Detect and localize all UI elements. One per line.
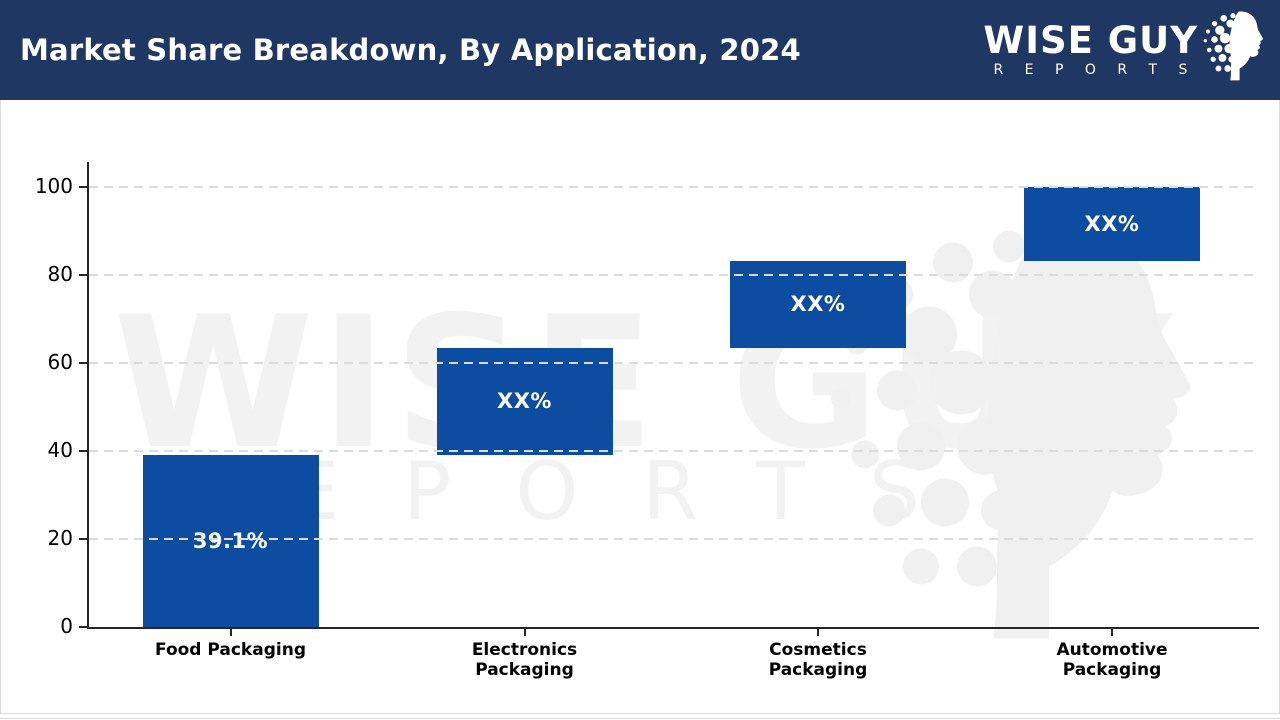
bar-value-label: 39.1%: [192, 528, 269, 553]
x-tick-mark: [229, 629, 232, 636]
bar-value-label: XX%: [790, 292, 846, 317]
logo-wordmark: WISE GUY: [983, 19, 1198, 62]
y-tick-mark: [79, 362, 87, 364]
logo-text: WISE GUY R E P O R T S: [983, 22, 1198, 78]
x-axis-label-line: Automotive: [1056, 640, 1168, 660]
x-axis-line: [87, 627, 1259, 629]
page-bottom-border: [0, 718, 1280, 719]
y-tick-label: 40: [47, 438, 73, 462]
x-axis-label: Electronics Packaging: [442, 640, 607, 680]
wiseguy-logo: WISE GUY R E P O R T S: [983, 9, 1266, 91]
logo-subtext: R E P O R T S: [993, 62, 1196, 78]
x-axis-label-line: Packaging: [768, 660, 868, 681]
bar-value-label: XX%: [1084, 212, 1140, 237]
dotted-head-icon: [1203, 11, 1263, 81]
x-axis-label-line: Electronics: [471, 640, 578, 660]
bar: 39.1%: [142, 454, 319, 627]
gridline: [89, 362, 1257, 364]
y-tick-label: 100: [34, 174, 73, 198]
bar: XX%: [436, 347, 613, 455]
y-tick-label: 20: [47, 526, 73, 550]
x-axis-label-line: Cosmetics: [769, 640, 867, 660]
y-tick-mark: [79, 450, 87, 452]
x-axis-label-line: Packaging: [1062, 660, 1162, 681]
x-axis-label: Cosmetics Packaging: [736, 640, 901, 680]
y-tick-label: 60: [47, 350, 73, 374]
y-tick-mark: [79, 626, 87, 628]
gridline: [89, 274, 1257, 276]
x-tick-mark: [817, 629, 819, 636]
y-tick-label: 80: [47, 262, 73, 286]
y-tick-mark: [79, 538, 87, 540]
y-tick-mark: [79, 274, 87, 276]
x-tick-mark: [1111, 629, 1113, 636]
header: Market Share Breakdown, By Application, …: [0, 0, 1280, 100]
x-tick-mark: [523, 629, 526, 636]
gridline: [89, 186, 1257, 188]
x-axis-label: Automotive Packaging: [1030, 640, 1195, 680]
y-tick-mark: [79, 186, 87, 188]
y-axis-line: [87, 162, 89, 629]
x-axis-label-line: Food Packaging: [155, 640, 306, 660]
x-axis-label: Food Packaging: [148, 640, 313, 660]
gridline: [89, 538, 1257, 540]
plot-area: 0 20 40 60 80 100 39.1% Food Packaging XX% Electr…: [1, 100, 1279, 713]
page-title: Market Share Breakdown, By Application, …: [20, 33, 801, 67]
gridline: [89, 450, 1257, 452]
x-axis-label-line: Packaging: [475, 660, 574, 681]
bar: XX%: [1024, 187, 1200, 262]
y-tick-label: 0: [60, 614, 73, 638]
chart-panel: WISE GUY REPORTS 0 20 40 60 80 100 39.1% Food P…: [0, 100, 1280, 714]
bar-value-label: XX%: [497, 389, 552, 414]
